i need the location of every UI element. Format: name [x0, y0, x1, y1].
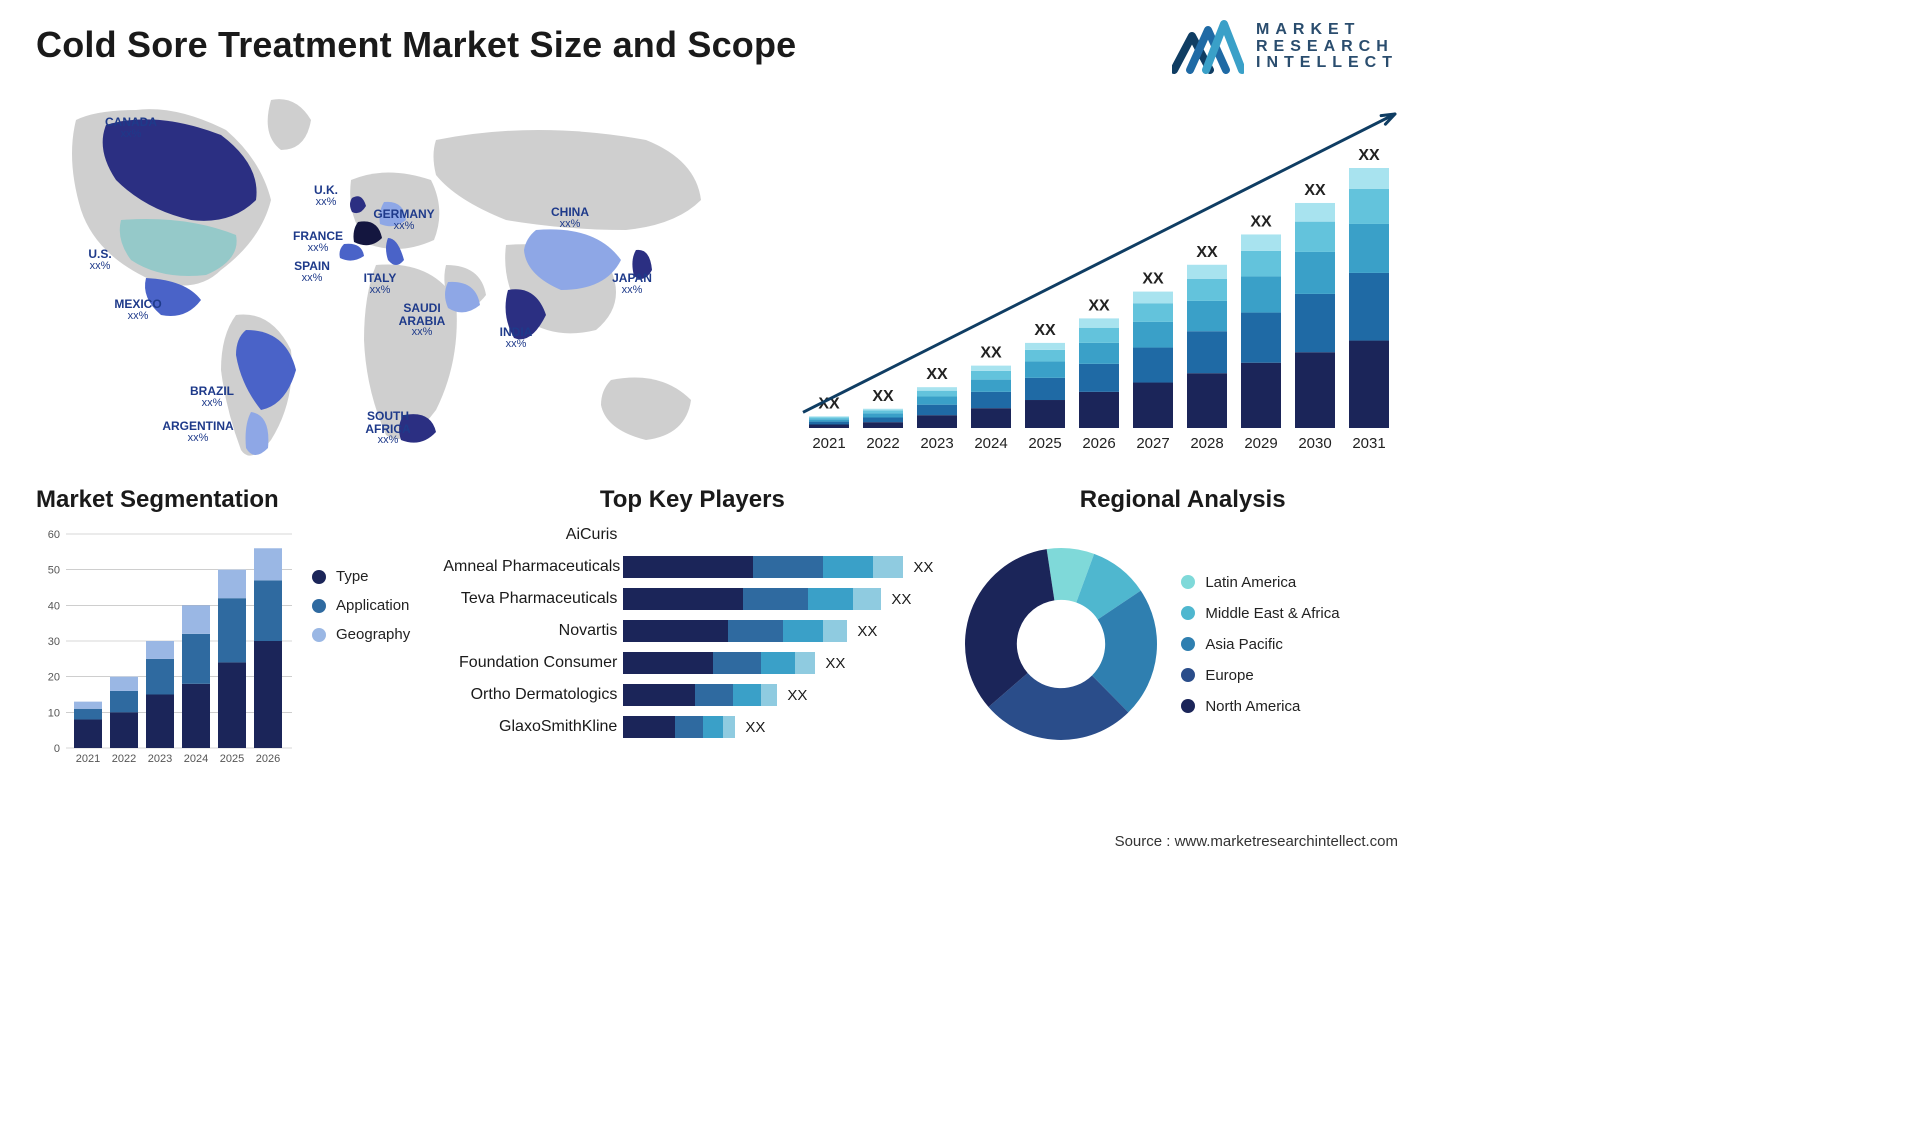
svg-text:60: 60: [48, 529, 60, 541]
svg-text:10: 10: [48, 707, 60, 719]
world-map: CANADAxx% U.S.xx% MEXICOxx% BRAZILxx% ARGENT…: [36, 80, 736, 472]
source-label: Source : www.marketresearchintellect.com: [1115, 833, 1398, 850]
map-country-label: U.S.xx%: [88, 248, 111, 272]
player-row: GlaxoSmithKlineXX: [443, 712, 941, 742]
map-country-label: FRANCExx%: [293, 230, 343, 254]
svg-text:2028: 2028: [1190, 435, 1223, 452]
legend-item: Europe: [1181, 667, 1339, 684]
player-row: Foundation ConsumerXX: [443, 648, 941, 678]
legend-item: Type: [312, 568, 410, 585]
svg-text:50: 50: [48, 565, 60, 577]
svg-text:XX: XX: [1250, 213, 1272, 230]
regional-title: Regional Analysis: [961, 486, 1404, 514]
segmentation-title: Market Segmentation: [36, 486, 423, 514]
svg-text:XX: XX: [1142, 271, 1164, 288]
svg-text:2022: 2022: [112, 753, 136, 765]
player-row: AiCuris: [443, 520, 941, 550]
player-row: Ortho DermatologicsXX: [443, 680, 941, 710]
legend-item: North America: [1181, 698, 1339, 715]
logo-line2: RESEARCH: [1256, 39, 1398, 56]
svg-text:XX: XX: [1358, 147, 1380, 164]
svg-text:2021: 2021: [812, 435, 845, 452]
svg-text:20: 20: [48, 672, 60, 684]
svg-text:2026: 2026: [1082, 435, 1115, 452]
svg-text:2024: 2024: [974, 435, 1007, 452]
map-country-label: ITALYxx%: [364, 272, 397, 296]
segmentation-chart: 0 10 20 30 40 50 60 2021 2022 2023 2024 2025 2026 Ty…: [36, 520, 423, 768]
map-country-label: SOUTHAFRICAxx%: [365, 410, 410, 447]
map-country-label: U.K.xx%: [314, 184, 338, 208]
players-chart: AiCurisAmneal PharmaceuticalsXXTeva Phar…: [443, 520, 941, 768]
players-title: Top Key Players: [443, 486, 941, 514]
svg-text:40: 40: [48, 600, 60, 612]
legend-item: Geography: [312, 626, 410, 643]
legend-item: Application: [312, 597, 410, 614]
svg-text:XX: XX: [872, 388, 894, 405]
map-country-label: CANADAxx%: [105, 116, 157, 140]
svg-text:2022: 2022: [866, 435, 899, 452]
map-country-label: SAUDIARABIAxx%: [399, 302, 446, 339]
player-row: NovartisXX: [443, 616, 941, 646]
svg-text:2023: 2023: [920, 435, 953, 452]
player-row: Teva PharmaceuticalsXX: [443, 584, 941, 614]
svg-text:XX: XX: [1304, 182, 1326, 199]
legend-item: Asia Pacific: [1181, 636, 1339, 653]
logo-line3: INTELLECT: [1256, 55, 1398, 72]
svg-text:XX: XX: [1088, 297, 1110, 314]
svg-text:2027: 2027: [1136, 435, 1169, 452]
map-country-label: SPAINxx%: [294, 260, 330, 284]
svg-text:XX: XX: [1196, 244, 1218, 261]
map-country-label: CHINAxx%: [551, 206, 589, 230]
svg-text:2025: 2025: [1028, 435, 1061, 452]
map-country-label: INDIAxx%: [500, 326, 533, 350]
svg-text:2024: 2024: [184, 753, 208, 765]
svg-text:2029: 2029: [1244, 435, 1277, 452]
map-country-label: GERMANYxx%: [373, 208, 434, 232]
svg-text:30: 30: [48, 636, 60, 648]
svg-text:0: 0: [54, 743, 60, 755]
legend-item: Middle East & Africa: [1181, 605, 1339, 622]
map-country-label: BRAZILxx%: [190, 385, 234, 409]
brand-logo: MARKET RESEARCH INTELLECT: [1172, 18, 1398, 76]
player-row: Amneal PharmaceuticalsXX: [443, 552, 941, 582]
growth-bar-chart: XX 2021 XX 2022 XX 2023 XX 2024 XX 2025 XX 2026 XX 20…: [760, 80, 1404, 472]
svg-text:2021: 2021: [76, 753, 100, 765]
map-country-label: JAPANxx%: [612, 272, 652, 296]
map-country-label: MEXICOxx%: [114, 298, 161, 322]
regional-donut-chart: Latin America Middle East & Africa Asia Pa…: [961, 520, 1404, 768]
svg-text:XX: XX: [980, 345, 1002, 362]
svg-text:XX: XX: [926, 366, 948, 383]
svg-text:2031: 2031: [1352, 435, 1385, 452]
map-country-label: ARGENTINAxx%: [162, 420, 233, 444]
svg-text:2025: 2025: [220, 753, 244, 765]
svg-text:2026: 2026: [256, 753, 280, 765]
logo-mark-icon: [1172, 18, 1244, 76]
svg-text:2030: 2030: [1298, 435, 1331, 452]
svg-text:2023: 2023: [148, 753, 172, 765]
svg-text:XX: XX: [1034, 322, 1056, 339]
legend-item: Latin America: [1181, 574, 1339, 591]
logo-line1: MARKET: [1256, 22, 1398, 39]
